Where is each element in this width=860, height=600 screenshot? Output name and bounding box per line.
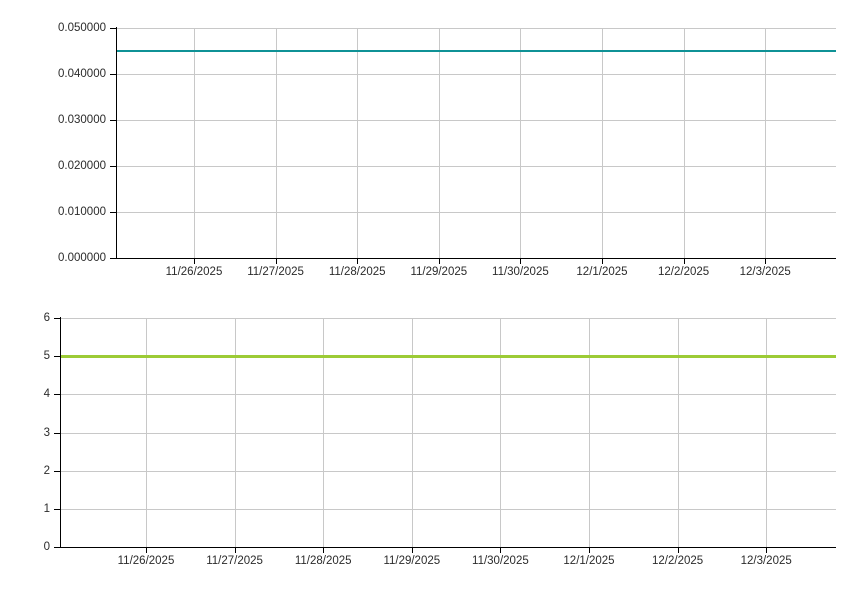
y-axis-tick bbox=[54, 547, 60, 548]
x-axis-label: 12/3/2025 bbox=[740, 555, 792, 567]
x-axis-tick bbox=[766, 547, 767, 553]
gridline-horizontal bbox=[60, 509, 836, 510]
gridline-vertical bbox=[602, 28, 603, 258]
y-axis-label: 0 bbox=[43, 541, 50, 553]
y-axis-label: 0.030000 bbox=[58, 114, 106, 126]
y-axis-tick bbox=[54, 509, 60, 510]
x-axis-tick bbox=[235, 547, 236, 553]
series-line-channel-count[interactable] bbox=[61, 354, 836, 358]
y-axis-label: 6 bbox=[43, 312, 50, 324]
x-axis-tick bbox=[146, 547, 147, 553]
y-axis-tick bbox=[110, 166, 116, 167]
gridline-horizontal bbox=[116, 212, 836, 213]
gridline-horizontal bbox=[116, 120, 836, 121]
gridline-vertical bbox=[439, 28, 440, 258]
gridline-vertical bbox=[766, 318, 767, 547]
gridline-horizontal bbox=[116, 74, 836, 75]
gridline-horizontal bbox=[60, 318, 836, 319]
y-axis-line bbox=[116, 27, 118, 259]
y-axis-label: 3 bbox=[43, 426, 50, 439]
gridline-horizontal bbox=[116, 28, 836, 29]
x-axis-line bbox=[116, 258, 836, 260]
series-line-capacity-btc[interactable] bbox=[117, 49, 836, 53]
x-axis-label: 11/28/2025 bbox=[328, 266, 386, 278]
y-axis-tick bbox=[110, 120, 116, 121]
x-axis-label: 11/30/2025 bbox=[472, 555, 529, 567]
gridline-vertical bbox=[146, 318, 147, 547]
gridline-vertical bbox=[357, 28, 358, 258]
y-axis-tick bbox=[110, 258, 116, 259]
x-axis-label: 11/28/2025 bbox=[294, 555, 352, 567]
y-axis-label: 1 bbox=[43, 502, 50, 515]
x-axis-tick bbox=[276, 258, 277, 264]
x-axis-label: 11/30/2025 bbox=[492, 266, 549, 278]
y-axis-label: 0.040000 bbox=[58, 68, 106, 80]
gridline-vertical bbox=[194, 28, 195, 258]
x-axis-tick bbox=[412, 547, 413, 553]
x-axis-tick bbox=[684, 258, 685, 264]
x-axis-label: 11/26/2025 bbox=[165, 266, 223, 278]
y-axis-label: 0.020000 bbox=[58, 160, 106, 172]
x-axis-label: 12/1/2025 bbox=[576, 266, 628, 278]
x-axis-tick bbox=[765, 258, 766, 264]
x-axis-tick bbox=[520, 258, 521, 264]
x-axis-tick bbox=[357, 258, 358, 264]
capacity-plot-area[interactable]: 0.050000 0.040000 0.030000 0.020000 0.010000… bbox=[0, 0, 860, 290]
y-axis-tick bbox=[54, 318, 60, 319]
x-axis-label: 12/2/2025 bbox=[658, 266, 710, 278]
gridline-horizontal bbox=[60, 394, 836, 395]
gridline-vertical bbox=[412, 318, 413, 547]
gridline-horizontal bbox=[116, 166, 836, 167]
y-axis-label: 0.050000 bbox=[58, 22, 106, 34]
y-axis-tick bbox=[54, 356, 60, 357]
y-axis-tick bbox=[54, 433, 60, 434]
y-axis-tick bbox=[110, 212, 116, 213]
x-axis-label: 12/3/2025 bbox=[739, 266, 791, 278]
y-axis-tick bbox=[110, 74, 116, 75]
x-axis-tick bbox=[589, 547, 590, 553]
channel-count-chart-panel[interactable]: Channel Count 654321011/26/202511/27/202… bbox=[0, 290, 860, 600]
x-axis-tick bbox=[439, 258, 440, 264]
x-axis-tick bbox=[194, 258, 195, 264]
gridline-vertical bbox=[235, 318, 236, 547]
y-axis-line bbox=[60, 317, 62, 548]
gridline-vertical bbox=[684, 28, 685, 258]
gridline-vertical bbox=[276, 28, 277, 258]
gridline-vertical bbox=[520, 28, 521, 258]
y-axis-label: 0.000000 bbox=[58, 252, 106, 264]
x-axis-label: 12/2/2025 bbox=[652, 555, 704, 567]
x-axis-tick bbox=[678, 547, 679, 553]
x-axis-tick bbox=[323, 547, 324, 553]
y-axis-tick bbox=[54, 471, 60, 472]
gridline-vertical bbox=[323, 318, 324, 547]
y-axis-tick bbox=[54, 394, 60, 395]
gridline-vertical bbox=[678, 318, 679, 547]
y-axis-label: 5 bbox=[43, 350, 50, 363]
x-axis-tick bbox=[500, 547, 501, 553]
y-axis-tick bbox=[110, 28, 116, 29]
channel-count-plot-area[interactable]: 6 5 4 3 2 1 0 11/26/2025 11/27/2025 11/28/2025 11/… bbox=[0, 290, 860, 600]
capacity-chart-panel[interactable]: Capacity (BTC) 0.0500000.0400000.0300000… bbox=[0, 0, 860, 290]
gridline-horizontal bbox=[60, 471, 836, 472]
x-axis-label: 11/27/2025 bbox=[206, 555, 263, 567]
y-axis-label: 4 bbox=[43, 388, 50, 401]
x-axis-label: 11/27/2025 bbox=[247, 266, 304, 278]
x-axis-label: 11/26/2025 bbox=[117, 555, 175, 567]
gridline-vertical bbox=[765, 28, 766, 258]
x-axis-label: 12/1/2025 bbox=[563, 555, 615, 567]
x-axis-tick bbox=[602, 258, 603, 264]
y-axis-label: 2 bbox=[43, 464, 50, 477]
y-axis-label: 0.010000 bbox=[58, 206, 106, 218]
x-axis-label: 11/29/2025 bbox=[383, 555, 441, 567]
gridline-vertical bbox=[500, 318, 501, 547]
gridline-vertical bbox=[589, 318, 590, 547]
gridline-horizontal bbox=[60, 433, 836, 434]
x-axis-label: 11/29/2025 bbox=[410, 266, 468, 278]
x-axis-line bbox=[60, 547, 836, 549]
